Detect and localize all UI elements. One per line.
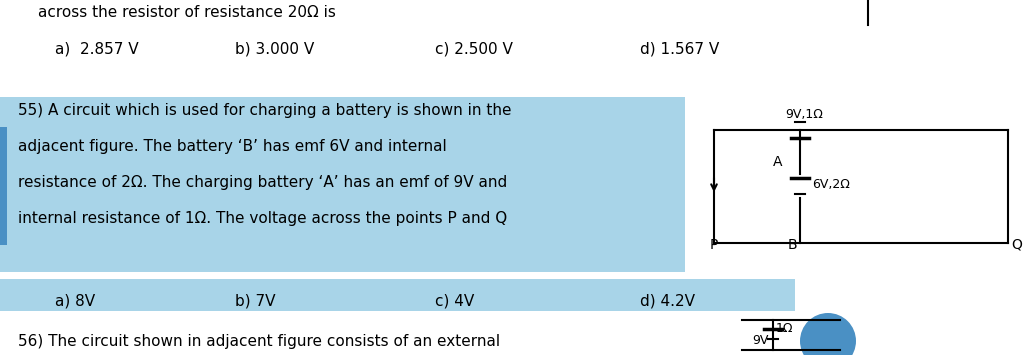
Text: a)  2.857 V: a) 2.857 V	[55, 42, 138, 57]
Text: A: A	[772, 155, 782, 169]
Circle shape	[800, 313, 856, 355]
Text: b) 3.000 V: b) 3.000 V	[234, 42, 314, 57]
Bar	[0, 279, 795, 311]
Bar	[0, 97, 685, 272]
Text: across the resistor of resistance 20Ω is: across the resistor of resistance 20Ω is	[38, 5, 336, 20]
Text: Q: Q	[1011, 238, 1022, 252]
Text: c) 4V: c) 4V	[435, 294, 474, 309]
Text: 1Ω: 1Ω	[776, 322, 794, 335]
Text: resistance of 2Ω. The charging battery ‘A’ has an emf of 9V and: resistance of 2Ω. The charging battery ‘…	[18, 175, 507, 190]
Text: d) 4.2V: d) 4.2V	[640, 294, 695, 309]
Text: P: P	[710, 238, 718, 252]
Text: b) 7V: b) 7V	[234, 294, 275, 309]
Text: B: B	[787, 238, 797, 252]
Text: internal resistance of 1Ω. The voltage across the points P and Q: internal resistance of 1Ω. The voltage a…	[18, 211, 507, 226]
Text: 9V,1Ω: 9V,1Ω	[785, 108, 823, 121]
Text: 56) The circuit shown in adjacent figure consists of an external: 56) The circuit shown in adjacent figure…	[18, 334, 500, 349]
Text: 55) A circuit which is used for charging a battery is shown in the: 55) A circuit which is used for charging…	[18, 103, 512, 118]
Text: d) 1.567 V: d) 1.567 V	[640, 42, 719, 57]
Bar	[0, 127, 7, 245]
Text: 6V,2Ω: 6V,2Ω	[812, 178, 850, 191]
Text: c) 2.500 V: c) 2.500 V	[435, 42, 513, 57]
Text: a) 8V: a) 8V	[55, 294, 95, 309]
Text: 9V: 9V	[753, 334, 769, 347]
Text: adjacent figure. The battery ‘B’ has emf 6V and internal: adjacent figure. The battery ‘B’ has emf…	[18, 139, 446, 154]
